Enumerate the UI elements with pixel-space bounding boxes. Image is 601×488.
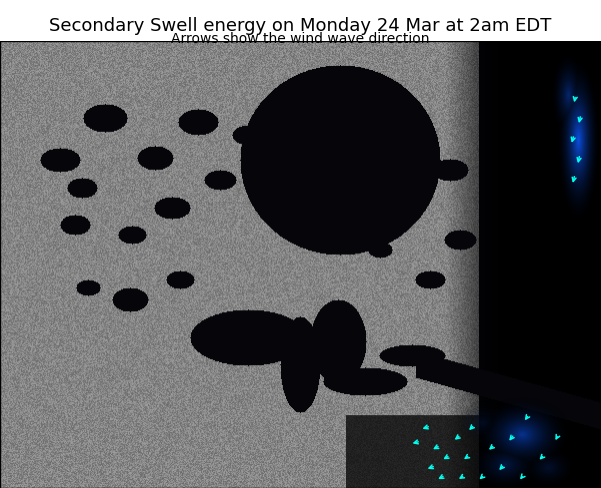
Bar: [0, 41, 601, 488]
Text: Arrows show the wind wave direction: Arrows show the wind wave direction: [171, 32, 430, 46]
Text: Secondary Swell energy on Monday 24 Mar at 2am EDT: Secondary Swell energy on Monday 24 Mar …: [49, 17, 552, 35]
